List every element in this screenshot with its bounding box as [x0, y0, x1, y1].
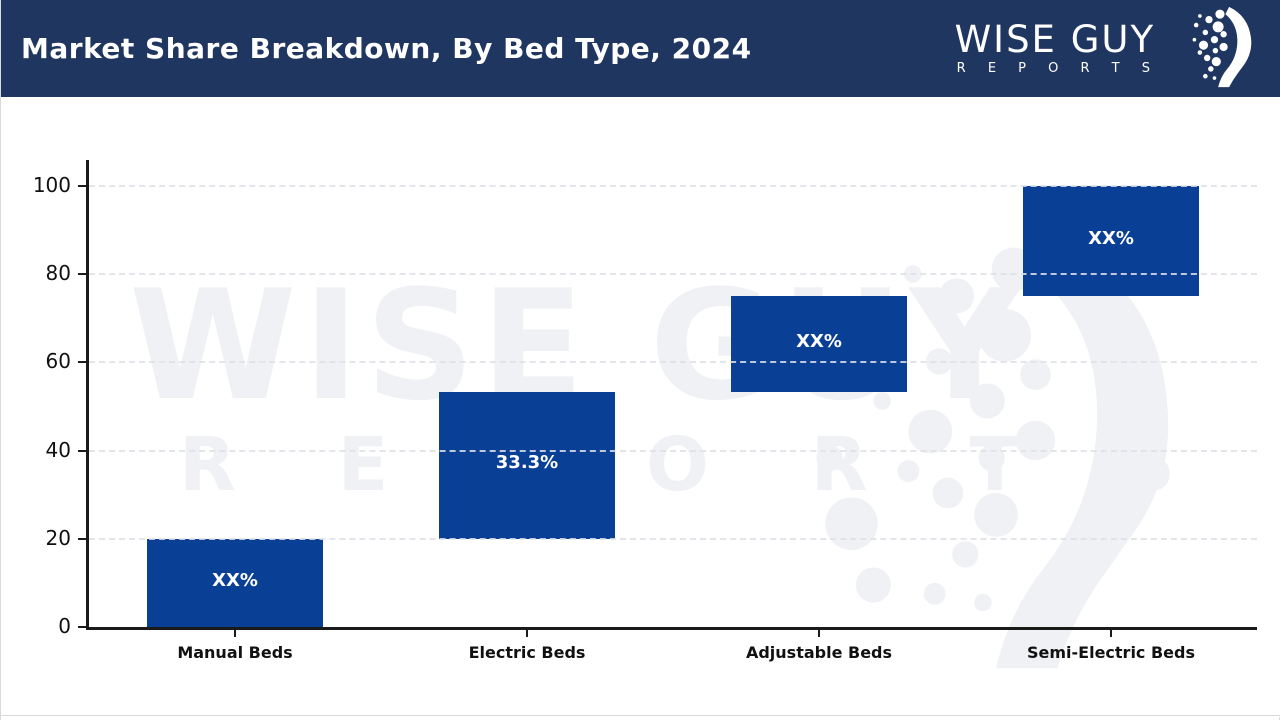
brand-logo: WISE GUY R E P O R T S: [951, 5, 1255, 93]
gridline-60: [89, 361, 1257, 364]
wiseguy-head-icon: [1163, 5, 1255, 93]
y-tick: [78, 537, 86, 540]
x-tick: [526, 630, 528, 637]
chart-area: WISE GUY R E P O R T S XX% Manual Beds 33.…: [1, 97, 1280, 717]
watermark-head-icon: [741, 217, 1181, 681]
x-axis-label: Semi-Electric Beds: [1026, 643, 1196, 662]
x-axis-label: Manual Beds: [177, 643, 293, 662]
y-tick: [78, 449, 86, 452]
x-tick: [818, 630, 820, 637]
x-tick: [234, 630, 236, 637]
gridline-20: [89, 537, 1257, 540]
y-tick: [78, 273, 86, 276]
brand-wordmark: WISE GUY R E P O R T S: [951, 21, 1159, 76]
bar-electric-beds: [439, 391, 615, 539]
bar-value-label: XX%: [796, 331, 842, 353]
bar-value-label: XX%: [1088, 228, 1134, 250]
gridline-40: [89, 449, 1257, 452]
y-tick-label: 60: [45, 349, 71, 374]
x-axis-line: [86, 627, 1257, 630]
y-tick-label: 100: [32, 173, 71, 197]
bar-adjustable-beds: [731, 296, 907, 392]
brand-subtitle: R E P O R T S: [956, 61, 1159, 76]
y-tick: [78, 361, 86, 364]
y-tick: [78, 626, 86, 628]
y-tick-label: 20: [45, 525, 71, 550]
y-axis-line: [86, 160, 89, 630]
x-tick: [1110, 630, 1112, 637]
x-axis-label: Adjustable Beds: [745, 643, 893, 662]
y-tick-label: 0: [58, 614, 71, 638]
y-tick-label: 40: [45, 437, 71, 462]
watermark-text-2: R E P O R T S: [179, 422, 1214, 508]
gridline-80: [89, 273, 1257, 276]
y-tick: [78, 185, 86, 187]
bar-manual-beds: [147, 538, 323, 627]
brand-name: WISE GUY: [954, 18, 1156, 61]
x-axis-label: Electric Beds: [468, 643, 586, 662]
page-title: Market Share Breakdown, By Bed Type, 202…: [21, 32, 752, 65]
bottom-rule: [1, 715, 1280, 716]
y-tick-label: 80: [45, 261, 71, 286]
bar-value-label: 33.3%: [495, 452, 559, 474]
gridline-100: [89, 185, 1257, 187]
bar-semi-electric-beds: [1023, 186, 1199, 297]
bar-value-label: XX%: [212, 569, 258, 591]
header-bar: Market Share Breakdown, By Bed Type, 202…: [1, 0, 1280, 97]
